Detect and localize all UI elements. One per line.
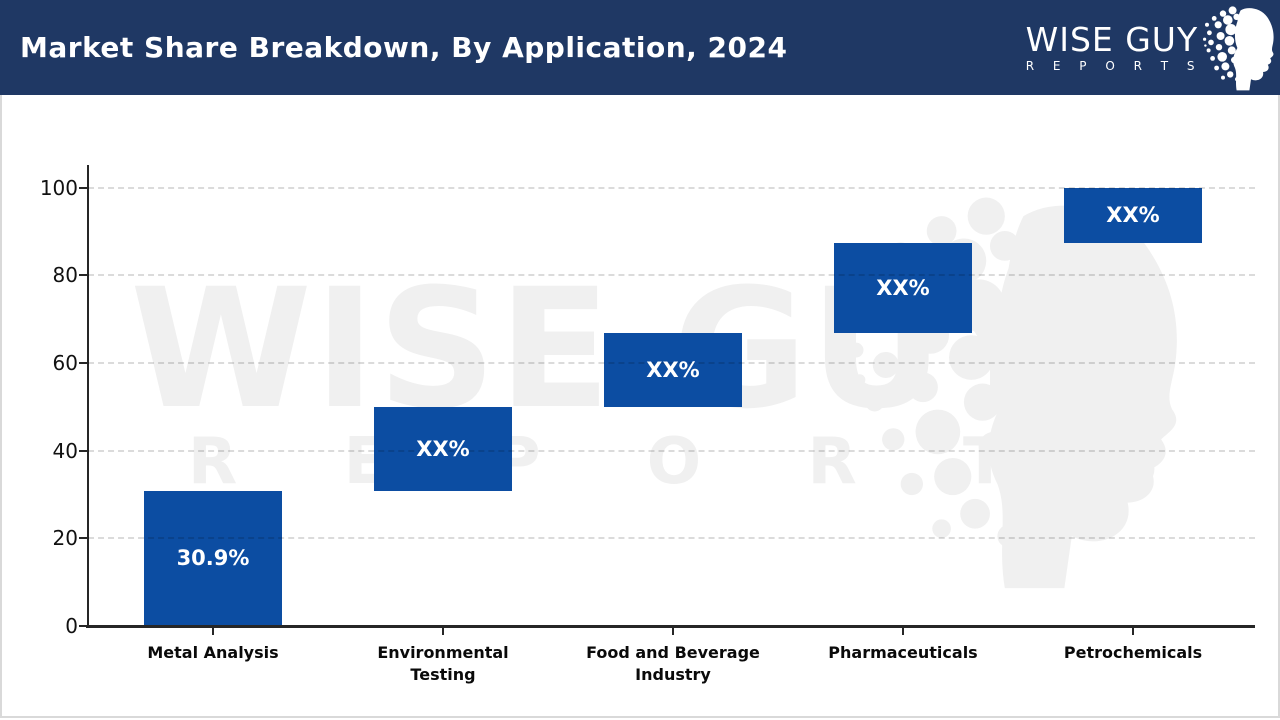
bar-food-and-beverage-industry: [604, 332, 742, 407]
bar-value-label-metal-analysis: 30.9%: [176, 546, 250, 571]
bar-value-label-pharmaceuticals: XX%: [876, 275, 930, 300]
x-axis-line: [86, 625, 1255, 628]
logo-head-icon: [1203, 5, 1274, 90]
logo-wordmark-line1: WISE GUY: [1025, 20, 1199, 59]
y-tick-100: [79, 186, 87, 189]
x-category-label-3: Pharmaceuticals: [828, 643, 978, 662]
y-tick-label-60: 60: [52, 350, 78, 375]
y-tick-label-40: 40: [52, 438, 78, 463]
y-tick-0: [79, 625, 87, 627]
bar-metal-analysis: [144, 490, 282, 626]
y-tick-label-0: 0: [65, 614, 78, 638]
logo: WISE GUY R E P O R T S: [1022, 0, 1280, 95]
y-axis-line: [86, 165, 89, 628]
bar-value-label-petrochemicals: XX%: [1106, 203, 1160, 228]
bar-value-label-food-and-beverage-industry: XX%: [646, 357, 700, 382]
chart-area: WISE GUY R E P O R T S 30.9% XX% XX% XX% XX%…: [0, 95, 1280, 718]
gridline-60: [88, 361, 1255, 364]
y-tick-60: [79, 361, 87, 364]
x-tick-0: [212, 628, 214, 635]
x-tick-3: [902, 628, 904, 635]
y-tick-80: [79, 274, 87, 277]
gridline-80: [88, 274, 1255, 277]
x-category-label-2: Food and Beverage Industry: [586, 643, 760, 684]
logo-wordmark: WISE GUY R E P O R T S: [1022, 23, 1202, 72]
gridline-20: [88, 537, 1255, 540]
bar-value-label-environmental-testing: XX%: [416, 436, 470, 461]
bar-environmental-testing: [374, 406, 512, 491]
y-tick-label-100: 100: [39, 175, 78, 200]
header-bar: Market Share Breakdown, By Application, …: [0, 0, 1280, 95]
bar-pharmaceuticals: [834, 242, 972, 333]
y-tick-label-20: 20: [52, 526, 78, 551]
y-tick-40: [79, 449, 87, 452]
x-category-label-4: Petrochemicals: [1063, 643, 1203, 662]
y-tick-20: [79, 537, 87, 540]
logo-wordmark-line2: R E P O R T S: [1025, 59, 1202, 73]
gridline-40: [88, 449, 1255, 452]
x-tick-4: [1132, 628, 1134, 635]
bar-petrochemicals: [1064, 187, 1202, 243]
gridline-100: [88, 186, 1255, 189]
x-tick-1: [442, 628, 444, 635]
x-category-label-0: Metal Analysis: [147, 643, 279, 662]
x-tick-2: [672, 628, 674, 635]
y-tick-label-80: 80: [52, 263, 78, 288]
page-title: Market Share Breakdown, By Application, …: [20, 31, 788, 64]
x-category-label-1: Environmental Testing: [377, 643, 509, 684]
